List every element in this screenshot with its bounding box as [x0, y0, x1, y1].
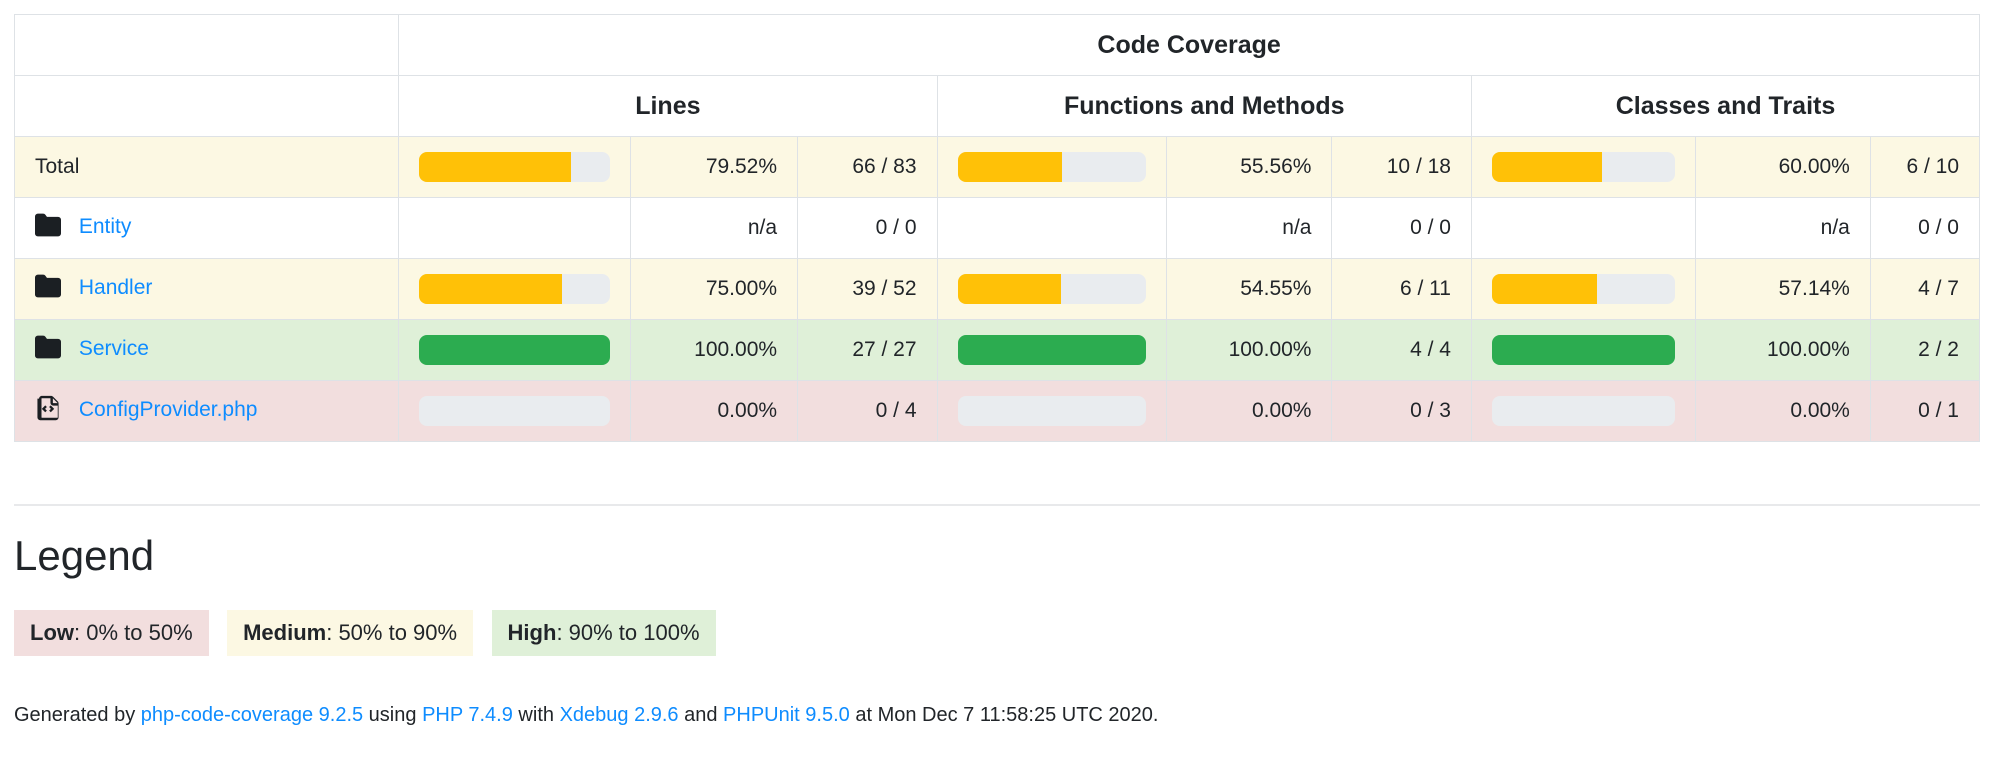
classes-ratio: 0 / 0: [1869, 197, 1981, 259]
classes-percent: 57.14%: [1694, 258, 1871, 320]
table-header-row-groups: Lines Functions and Methods Classes and …: [13, 75, 1981, 137]
row-name-total: Total: [35, 155, 80, 178]
functions-ratio: 4 / 4: [1331, 319, 1472, 381]
functions-percent: n/a: [1166, 197, 1333, 259]
legend-range: : 0% to 50%: [74, 620, 193, 645]
legend-item-high: High: 90% to 100%: [491, 610, 716, 656]
php-link[interactable]: PHP 7.4.9: [422, 704, 513, 726]
classes-ratio: 4 / 7: [1869, 258, 1981, 320]
classes-ratio: 2 / 2: [1869, 319, 1981, 381]
lines-percent: n/a: [630, 197, 799, 259]
credits-text: using: [363, 704, 423, 726]
legend-item-low: Low: 0% to 50%: [14, 610, 209, 656]
lines-percent: 0.00%: [630, 380, 799, 442]
functions-ratio: 0 / 3: [1331, 380, 1472, 442]
classes-ratio: 0 / 1: [1869, 380, 1981, 442]
table-row-entity: Entity n/a 0 / 0 n/a 0 / 0 n/a 0 / 0: [13, 197, 1981, 259]
lines-coverage-bar: [419, 335, 611, 365]
header-empty-cell: [13, 75, 400, 137]
coverage-table: Code Coverage Lines Functions and Method…: [13, 14, 1981, 442]
lines-ratio: 27 / 27: [797, 319, 938, 381]
column-header-lines: Lines: [398, 75, 938, 137]
table-title: Code Coverage: [398, 14, 1980, 76]
functions-coverage-bar: [957, 396, 1147, 426]
lines-coverage-bar: [419, 152, 611, 182]
classes-coverage-bar: [1491, 396, 1675, 426]
folder-icon: [35, 212, 61, 244]
file-link-configprovider[interactable]: ConfigProvider.php: [78, 398, 258, 421]
credits-text: at Mon Dec 7 11:58:25 UTC 2020.: [849, 704, 1159, 726]
classes-percent: 100.00%: [1694, 319, 1871, 381]
xdebug-link[interactable]: Xdebug 2.9.6: [559, 704, 679, 726]
lines-ratio: 66 / 83: [797, 136, 938, 198]
lines-percent: 79.52%: [630, 136, 799, 198]
classes-percent: 60.00%: [1694, 136, 1871, 198]
directory-link-handler[interactable]: Handler: [78, 276, 153, 299]
legend-label: Low: [30, 620, 74, 645]
functions-coverage-bar: [957, 335, 1147, 365]
lines-ratio: 0 / 4: [797, 380, 938, 442]
directory-link-service[interactable]: Service: [78, 337, 149, 360]
table-row-service: Service 100.00% 27 / 27 100.00% 4 / 4 10…: [13, 319, 1981, 381]
legend-range: : 50% to 90%: [326, 620, 458, 645]
classes-percent: 0.00%: [1694, 380, 1871, 442]
functions-percent: 54.55%: [1166, 258, 1333, 320]
lines-coverage-bar: [419, 396, 611, 426]
column-header-functions: Functions and Methods: [936, 75, 1472, 137]
file-code-icon: [35, 395, 61, 427]
classes-coverage-bar: [1491, 152, 1675, 182]
lines-coverage-bar: [419, 274, 611, 304]
credits-text: with: [512, 704, 560, 726]
legend-range: : 90% to 100%: [556, 620, 700, 645]
classes-percent: n/a: [1694, 197, 1871, 259]
functions-coverage-bar: [957, 152, 1147, 182]
table-header-row-top: Code Coverage: [13, 14, 1980, 76]
column-header-classes: Classes and Traits: [1470, 75, 1981, 137]
functions-ratio: 10 / 18: [1331, 136, 1472, 198]
section-divider: [14, 504, 1980, 506]
folder-icon: [35, 273, 61, 305]
table-row-handler: Handler 75.00% 39 / 52 54.55% 6 / 11 57.…: [13, 258, 1981, 320]
functions-coverage-bar: [957, 274, 1147, 304]
lines-ratio: 0 / 0: [797, 197, 938, 259]
legend-label: High: [507, 620, 557, 645]
php-code-coverage-link[interactable]: php-code-coverage 9.2.5: [140, 704, 364, 726]
lines-ratio: 39 / 52: [797, 258, 938, 320]
classes-coverage-bar: [1491, 274, 1675, 304]
folder-icon: [35, 334, 61, 366]
functions-percent: 0.00%: [1166, 380, 1333, 442]
directory-link-entity[interactable]: Entity: [78, 215, 132, 238]
functions-ratio: 6 / 11: [1331, 258, 1472, 320]
classes-coverage-bar: [1491, 335, 1675, 365]
table-row-configprovider: ConfigProvider.php 0.00% 0 / 4 0.00% 0 /…: [13, 380, 1981, 442]
table-row-total: Total 79.52% 66 / 83 55.56% 10 / 18 60.0…: [13, 136, 1981, 198]
legend-title: Legend: [14, 532, 155, 579]
footer-credits: Generated by php-code-coverage 9.2.5 usi…: [14, 704, 1980, 727]
lines-percent: 100.00%: [630, 319, 799, 381]
header-corner-cell: [13, 14, 400, 76]
lines-percent: 75.00%: [630, 258, 799, 320]
credits-text: and: [678, 704, 724, 726]
phpunit-link[interactable]: PHPUnit 9.5.0: [723, 704, 850, 726]
credits-text: Generated by: [14, 704, 141, 726]
legend-badges: Low: 0% to 50% Medium: 50% to 90% High: …: [14, 610, 1980, 656]
functions-percent: 100.00%: [1166, 319, 1333, 381]
functions-percent: 55.56%: [1166, 136, 1333, 198]
functions-ratio: 0 / 0: [1331, 197, 1472, 259]
legend-item-medium: Medium: 50% to 90%: [227, 610, 474, 656]
legend-label: Medium: [243, 620, 327, 645]
classes-ratio: 6 / 10: [1869, 136, 1981, 198]
